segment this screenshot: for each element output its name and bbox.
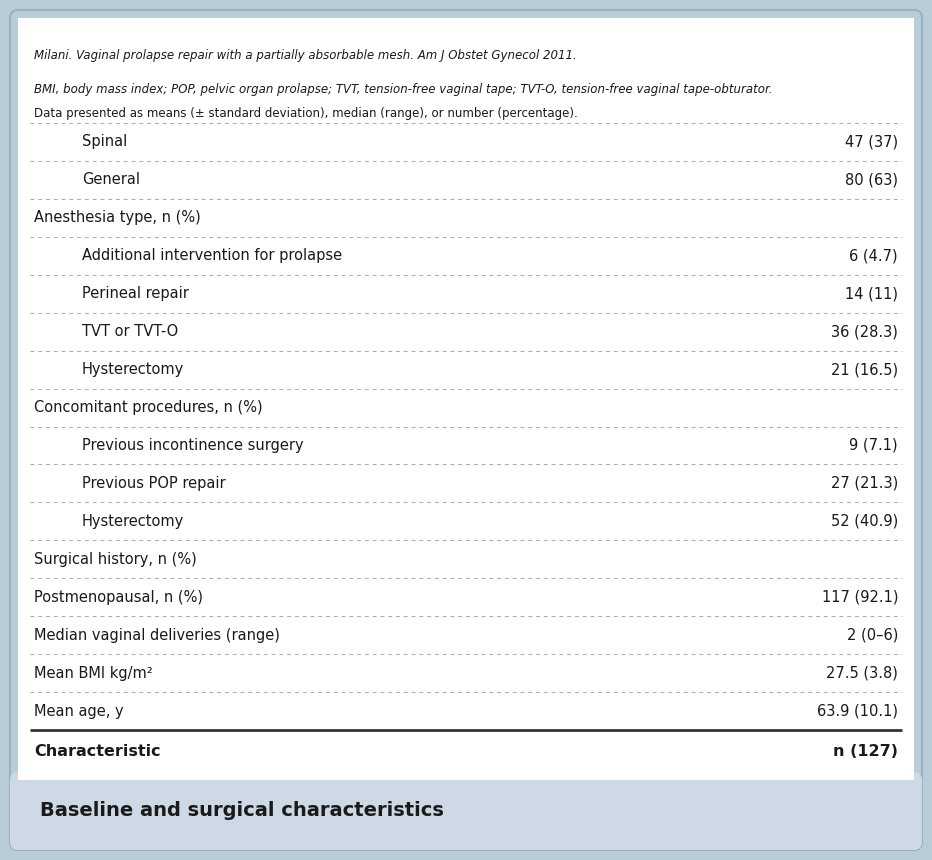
Text: Surgical history, n (%): Surgical history, n (%): [34, 552, 197, 567]
Text: 27.5 (3.8): 27.5 (3.8): [826, 666, 898, 680]
Text: 14 (11): 14 (11): [845, 286, 898, 301]
Text: Characteristic: Characteristic: [34, 744, 160, 759]
Text: Milani. Vaginal prolapse repair with a partially absorbable mesh. Am J Obstet Gy: Milani. Vaginal prolapse repair with a p…: [34, 49, 577, 62]
FancyBboxPatch shape: [10, 772, 922, 850]
Text: Mean age, y: Mean age, y: [34, 703, 124, 719]
Text: Baseline and surgical characteristics: Baseline and surgical characteristics: [40, 802, 444, 820]
Text: Concomitant procedures, n (%): Concomitant procedures, n (%): [34, 400, 263, 415]
Text: General: General: [82, 172, 140, 187]
Text: Spinal: Spinal: [82, 134, 128, 150]
Text: 47 (37): 47 (37): [845, 134, 898, 150]
Text: Previous incontinence surgery: Previous incontinence surgery: [82, 438, 304, 453]
Text: 9 (7.1): 9 (7.1): [849, 438, 898, 453]
Text: 27 (21.3): 27 (21.3): [830, 476, 898, 491]
Text: Mean BMI kg/m²: Mean BMI kg/m²: [34, 666, 153, 680]
Text: 63.9 (10.1): 63.9 (10.1): [817, 703, 898, 719]
Text: Perineal repair: Perineal repair: [82, 286, 189, 301]
Text: 21 (16.5): 21 (16.5): [830, 362, 898, 377]
Text: Hysterectomy: Hysterectomy: [82, 513, 185, 529]
FancyBboxPatch shape: [10, 10, 922, 850]
Text: Median vaginal deliveries (range): Median vaginal deliveries (range): [34, 628, 280, 642]
Text: Data presented as means (± standard deviation), median (range), or number (perce: Data presented as means (± standard devi…: [34, 107, 578, 120]
Text: 80 (63): 80 (63): [845, 172, 898, 187]
Text: Postmenopausal, n (%): Postmenopausal, n (%): [34, 590, 203, 605]
Text: TVT or TVT-O: TVT or TVT-O: [82, 324, 178, 339]
Text: Hysterectomy: Hysterectomy: [82, 362, 185, 377]
Text: Additional intervention for prolapse: Additional intervention for prolapse: [82, 249, 342, 263]
Text: BMI, body mass index; POP, pelvic organ prolapse; TVT, tension-free vaginal tape: BMI, body mass index; POP, pelvic organ …: [34, 83, 773, 96]
Text: 6 (4.7): 6 (4.7): [849, 249, 898, 263]
Text: 52 (40.9): 52 (40.9): [830, 513, 898, 529]
Bar: [18, 18, 914, 780]
Text: 36 (28.3): 36 (28.3): [831, 324, 898, 339]
Text: 2 (0–6): 2 (0–6): [846, 628, 898, 642]
Text: Anesthesia type, n (%): Anesthesia type, n (%): [34, 211, 200, 225]
Text: 117 (92.1): 117 (92.1): [821, 590, 898, 605]
Text: n (127): n (127): [833, 744, 898, 759]
Text: Previous POP repair: Previous POP repair: [82, 476, 226, 491]
